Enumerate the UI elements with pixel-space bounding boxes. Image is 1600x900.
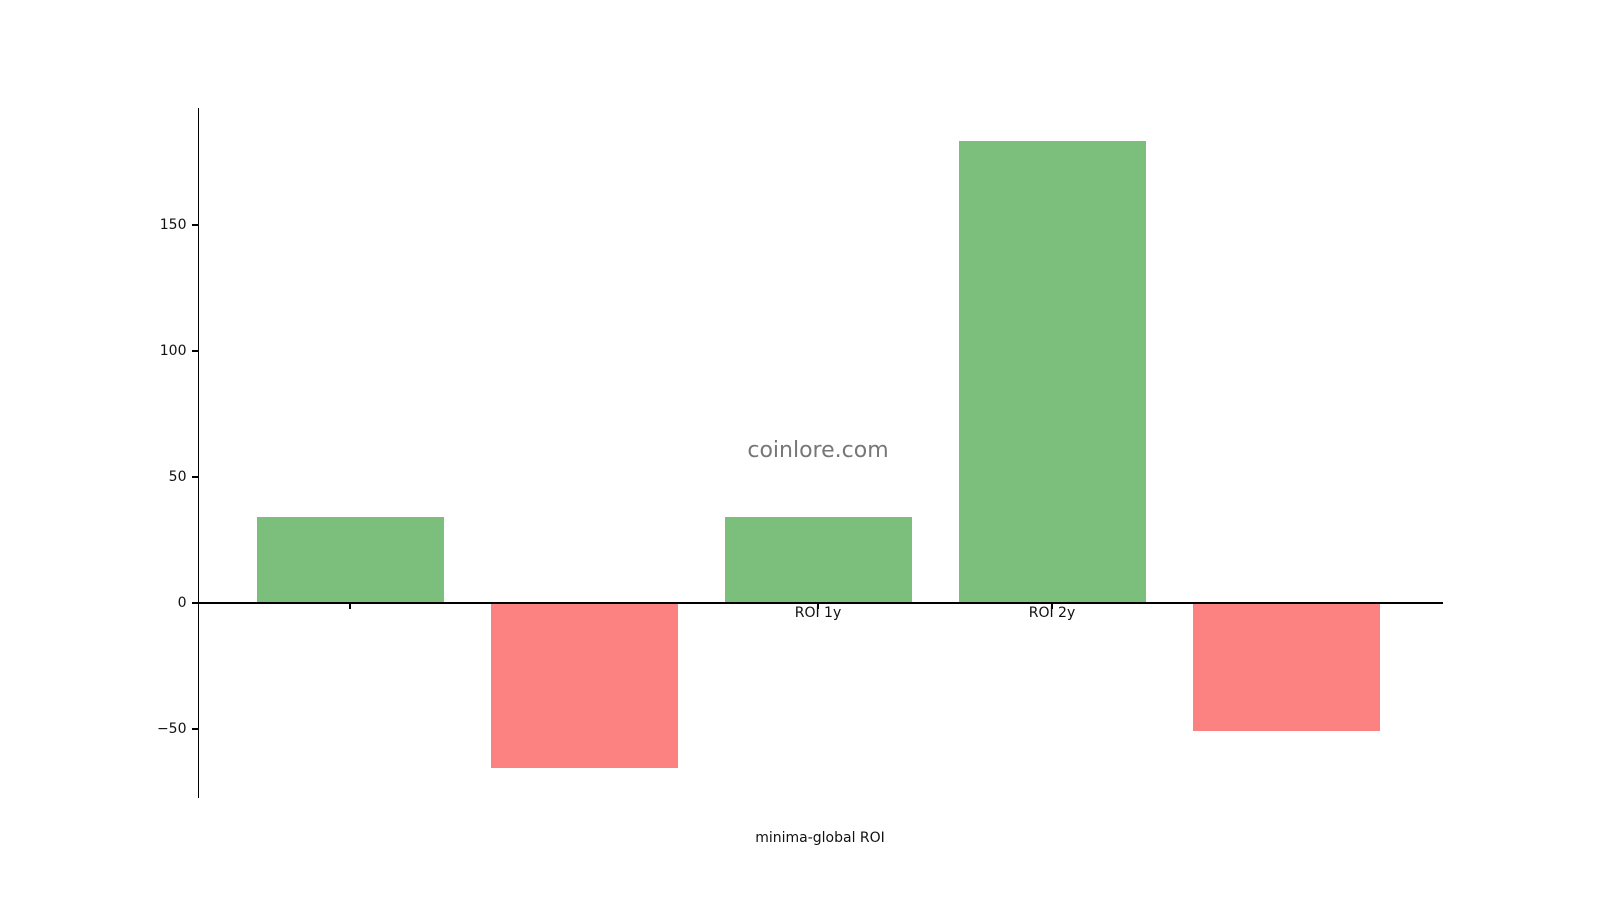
y-tick-mark <box>191 476 198 478</box>
bar-2 <box>490 602 678 769</box>
y-tick-label: 150 <box>159 216 187 233</box>
y-tick-label: −50 <box>156 720 187 737</box>
y-tick-label: 100 <box>159 342 187 359</box>
bar-1 <box>256 516 444 603</box>
y-axis-spine <box>197 108 200 798</box>
bar-3-roi-1y <box>724 516 912 603</box>
y-tick-mark <box>191 224 198 226</box>
x-tick-label-roi-1y: ROI 1y <box>794 604 842 621</box>
y-tick-label: 50 <box>168 468 187 485</box>
x-axis-spine <box>198 602 1443 604</box>
x-tick-mark <box>1051 602 1053 609</box>
watermark-text: coinlore.com <box>747 438 889 463</box>
y-tick-label: 0 <box>177 594 187 611</box>
y-tick-mark <box>191 350 198 352</box>
bar-5 <box>1192 602 1380 732</box>
x-tick-mark <box>817 602 819 609</box>
bar-4-roi-2y <box>958 140 1146 603</box>
y-tick-mark <box>191 602 198 604</box>
x-axis-title: minima-global ROI <box>755 830 885 846</box>
y-tick-mark <box>191 728 198 730</box>
x-tick-mark <box>349 602 351 609</box>
x-tick-label-roi-2y: ROI 2y <box>1028 604 1076 621</box>
